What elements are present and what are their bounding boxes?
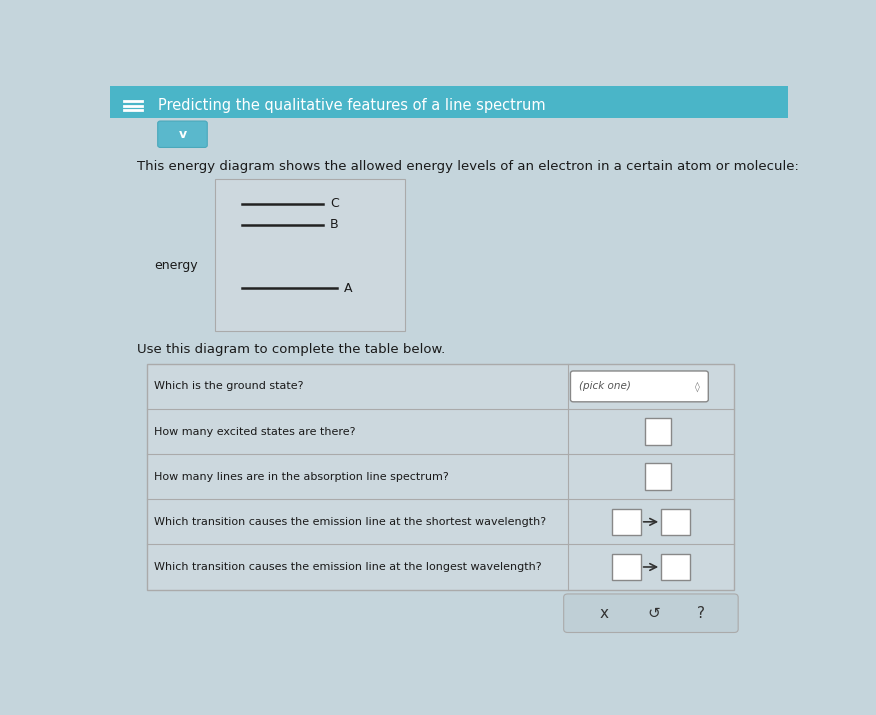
FancyBboxPatch shape	[661, 553, 689, 580]
FancyBboxPatch shape	[612, 553, 640, 580]
Text: Which transition causes the emission line at the shortest wavelength?: Which transition causes the emission lin…	[153, 517, 546, 527]
FancyBboxPatch shape	[612, 508, 640, 535]
FancyBboxPatch shape	[661, 508, 689, 535]
Text: Which is the ground state?: Which is the ground state?	[153, 381, 303, 391]
FancyBboxPatch shape	[110, 86, 788, 118]
Text: C: C	[330, 197, 339, 210]
Text: Which transition causes the emission line at the longest wavelength?: Which transition causes the emission lin…	[153, 562, 541, 572]
FancyBboxPatch shape	[215, 179, 405, 331]
Text: x: x	[600, 606, 609, 621]
FancyBboxPatch shape	[645, 463, 671, 490]
Text: ?: ?	[696, 606, 705, 621]
FancyBboxPatch shape	[563, 594, 738, 633]
Text: v: v	[179, 128, 187, 141]
Text: A: A	[343, 282, 352, 295]
Text: Use this diagram to complete the table below.: Use this diagram to complete the table b…	[137, 343, 445, 356]
FancyBboxPatch shape	[645, 418, 671, 445]
Text: This energy diagram shows the allowed energy levels of an electron in a certain : This energy diagram shows the allowed en…	[137, 160, 799, 173]
FancyBboxPatch shape	[570, 371, 709, 402]
FancyBboxPatch shape	[158, 121, 208, 147]
Text: ↺: ↺	[648, 606, 661, 621]
Text: How many lines are in the absorption line spectrum?: How many lines are in the absorption lin…	[153, 472, 449, 482]
Text: ◊: ◊	[695, 381, 700, 392]
FancyBboxPatch shape	[147, 364, 734, 590]
Text: Predicting the qualitative features of a line spectrum: Predicting the qualitative features of a…	[159, 98, 546, 113]
Text: (pick one): (pick one)	[579, 381, 631, 391]
Text: B: B	[330, 218, 339, 232]
Text: How many excited states are there?: How many excited states are there?	[153, 427, 355, 437]
Text: energy: energy	[154, 260, 198, 272]
